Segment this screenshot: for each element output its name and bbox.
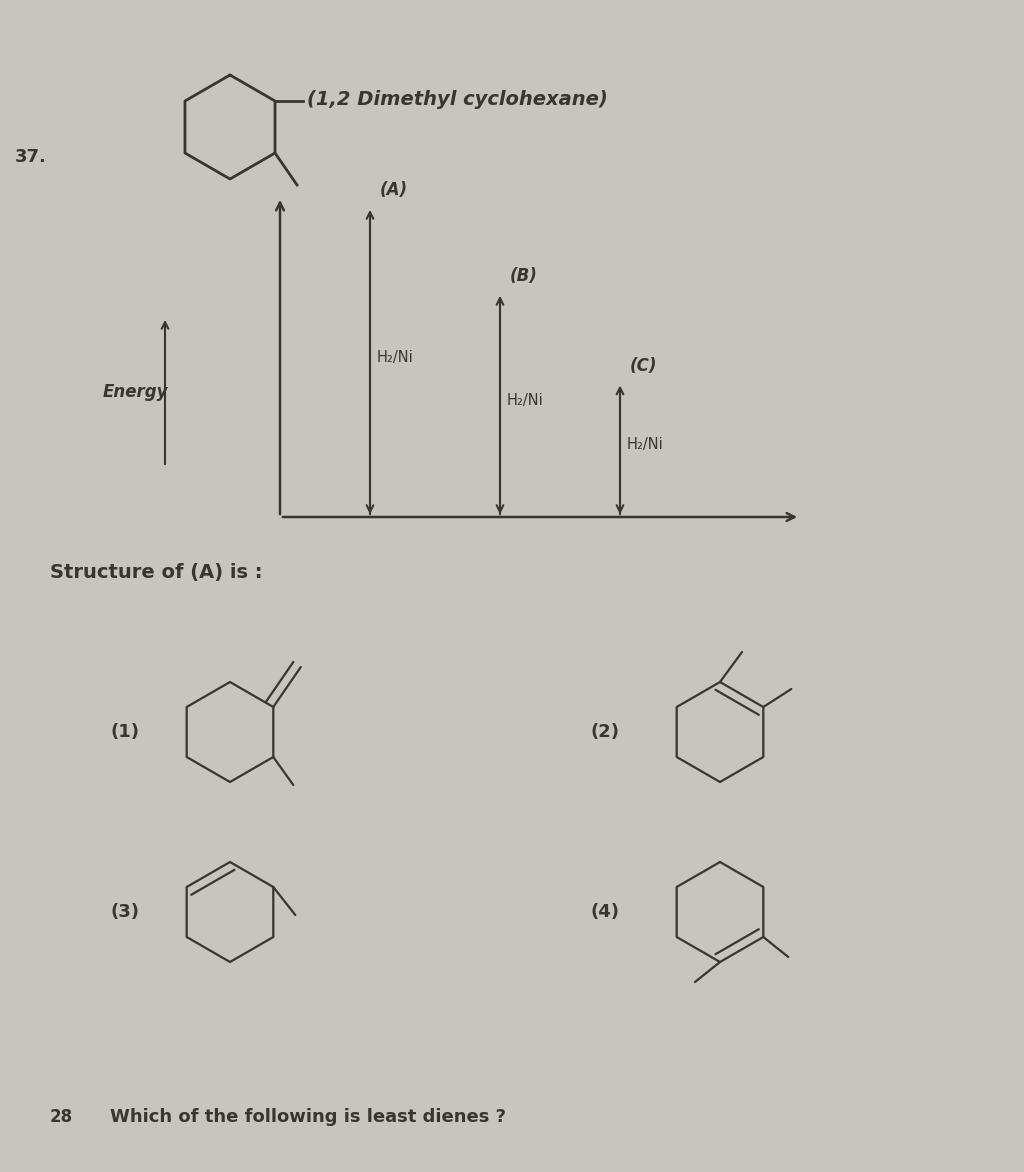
Text: Structure of (A) is :: Structure of (A) is : [50, 563, 262, 581]
Text: 28: 28 [50, 1108, 73, 1126]
Text: (3): (3) [110, 902, 139, 921]
Text: H₂/Ni: H₂/Ni [377, 349, 414, 364]
Text: 37.: 37. [15, 148, 47, 166]
Text: Which of the following is least dienes ?: Which of the following is least dienes ? [110, 1108, 506, 1126]
Text: Energy: Energy [102, 383, 168, 401]
Text: (B): (B) [510, 267, 538, 285]
Text: (C): (C) [630, 356, 657, 375]
Text: (1): (1) [110, 723, 139, 741]
Text: (A): (A) [380, 180, 409, 199]
Text: (4): (4) [590, 902, 618, 921]
Text: H₂/Ni: H₂/Ni [507, 393, 544, 408]
Text: (2): (2) [590, 723, 618, 741]
Text: (1,2 Dimethyl cyclohexane): (1,2 Dimethyl cyclohexane) [307, 89, 608, 109]
Text: H₂/Ni: H₂/Ni [627, 437, 664, 452]
